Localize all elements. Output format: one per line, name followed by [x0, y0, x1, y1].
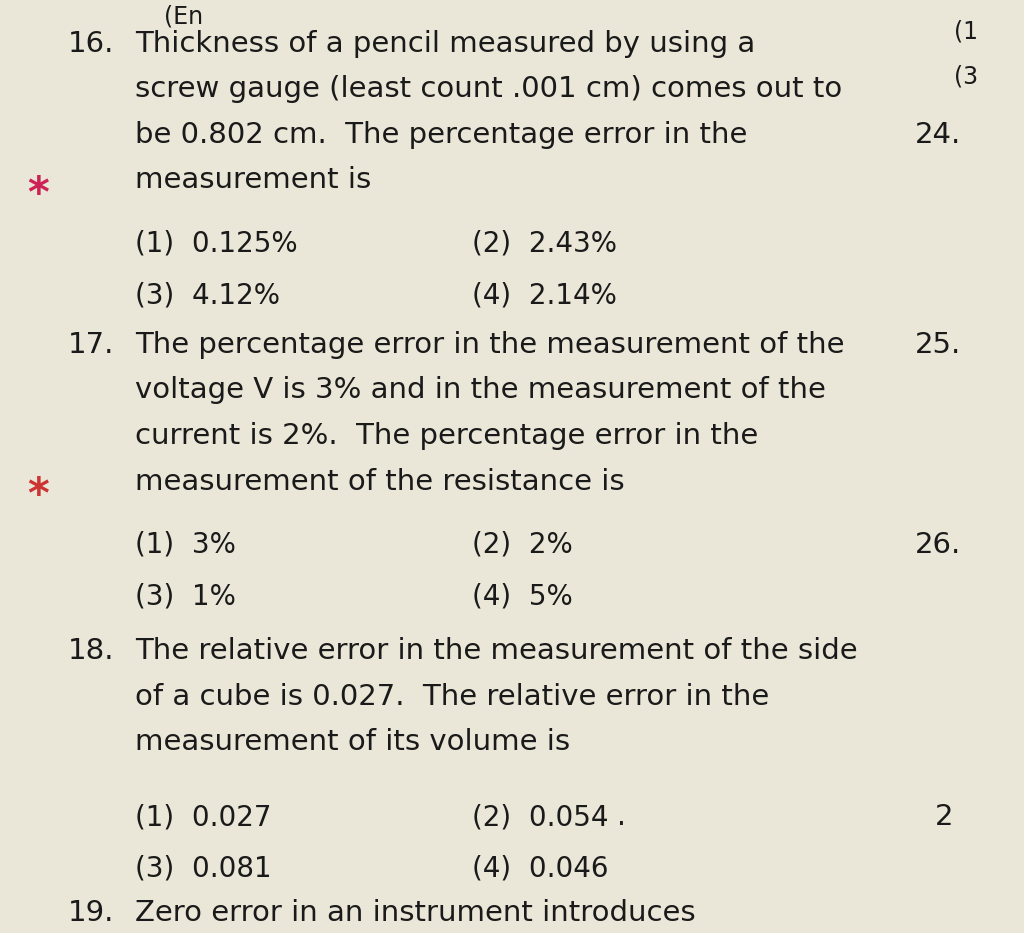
- Text: 2: 2: [935, 803, 953, 831]
- Text: Zero error in an instrument introduces: Zero error in an instrument introduces: [135, 899, 695, 927]
- Text: (4)  2.14%: (4) 2.14%: [472, 282, 616, 310]
- Text: The percentage error in the measurement of the: The percentage error in the measurement …: [135, 331, 845, 359]
- Text: (4)  5%: (4) 5%: [472, 582, 572, 610]
- Text: 26.: 26.: [915, 531, 962, 559]
- Text: 25.: 25.: [915, 331, 962, 359]
- Text: voltage V is 3% and in the measurement of the: voltage V is 3% and in the measurement o…: [135, 376, 825, 404]
- Text: measurement is: measurement is: [135, 166, 371, 194]
- Text: (3)  0.081: (3) 0.081: [135, 855, 271, 883]
- Text: current is 2%.  The percentage error in the: current is 2%. The percentage error in t…: [135, 422, 758, 450]
- Text: Thickness of a pencil measured by using a: Thickness of a pencil measured by using …: [135, 30, 755, 58]
- Text: (1: (1: [953, 20, 978, 44]
- Text: measurement of the resistance is: measurement of the resistance is: [135, 467, 625, 495]
- Text: 24.: 24.: [915, 121, 962, 149]
- Text: .: .: [616, 803, 626, 831]
- Text: (2)  0.054: (2) 0.054: [472, 803, 608, 831]
- Text: (2)  2%: (2) 2%: [472, 531, 572, 559]
- Text: of a cube is 0.027.  The relative error in the: of a cube is 0.027. The relative error i…: [135, 683, 769, 711]
- Text: 19.: 19.: [68, 899, 114, 927]
- Text: be 0.802 cm.  The percentage error in the: be 0.802 cm. The percentage error in the: [135, 121, 748, 149]
- Text: (3)  4.12%: (3) 4.12%: [135, 282, 280, 310]
- Text: 16.: 16.: [68, 30, 114, 58]
- Text: screw gauge (least count .001 cm) comes out to: screw gauge (least count .001 cm) comes …: [135, 76, 842, 104]
- Text: measurement of its volume is: measurement of its volume is: [135, 728, 570, 756]
- Text: *: *: [27, 476, 49, 518]
- Text: (3)  1%: (3) 1%: [135, 582, 236, 610]
- Text: (4)  0.046: (4) 0.046: [472, 855, 608, 883]
- Text: (En: (En: [164, 5, 203, 29]
- Text: (1)  0.125%: (1) 0.125%: [135, 230, 298, 258]
- Text: (1)  3%: (1) 3%: [135, 531, 236, 559]
- Text: 18.: 18.: [68, 637, 114, 665]
- Text: 17.: 17.: [68, 331, 114, 359]
- Text: The relative error in the measurement of the side: The relative error in the measurement of…: [135, 637, 857, 665]
- Text: (2)  2.43%: (2) 2.43%: [472, 230, 617, 258]
- Text: (1)  0.027: (1) 0.027: [135, 803, 271, 831]
- Text: (3: (3: [953, 64, 978, 89]
- Text: *: *: [27, 174, 49, 216]
